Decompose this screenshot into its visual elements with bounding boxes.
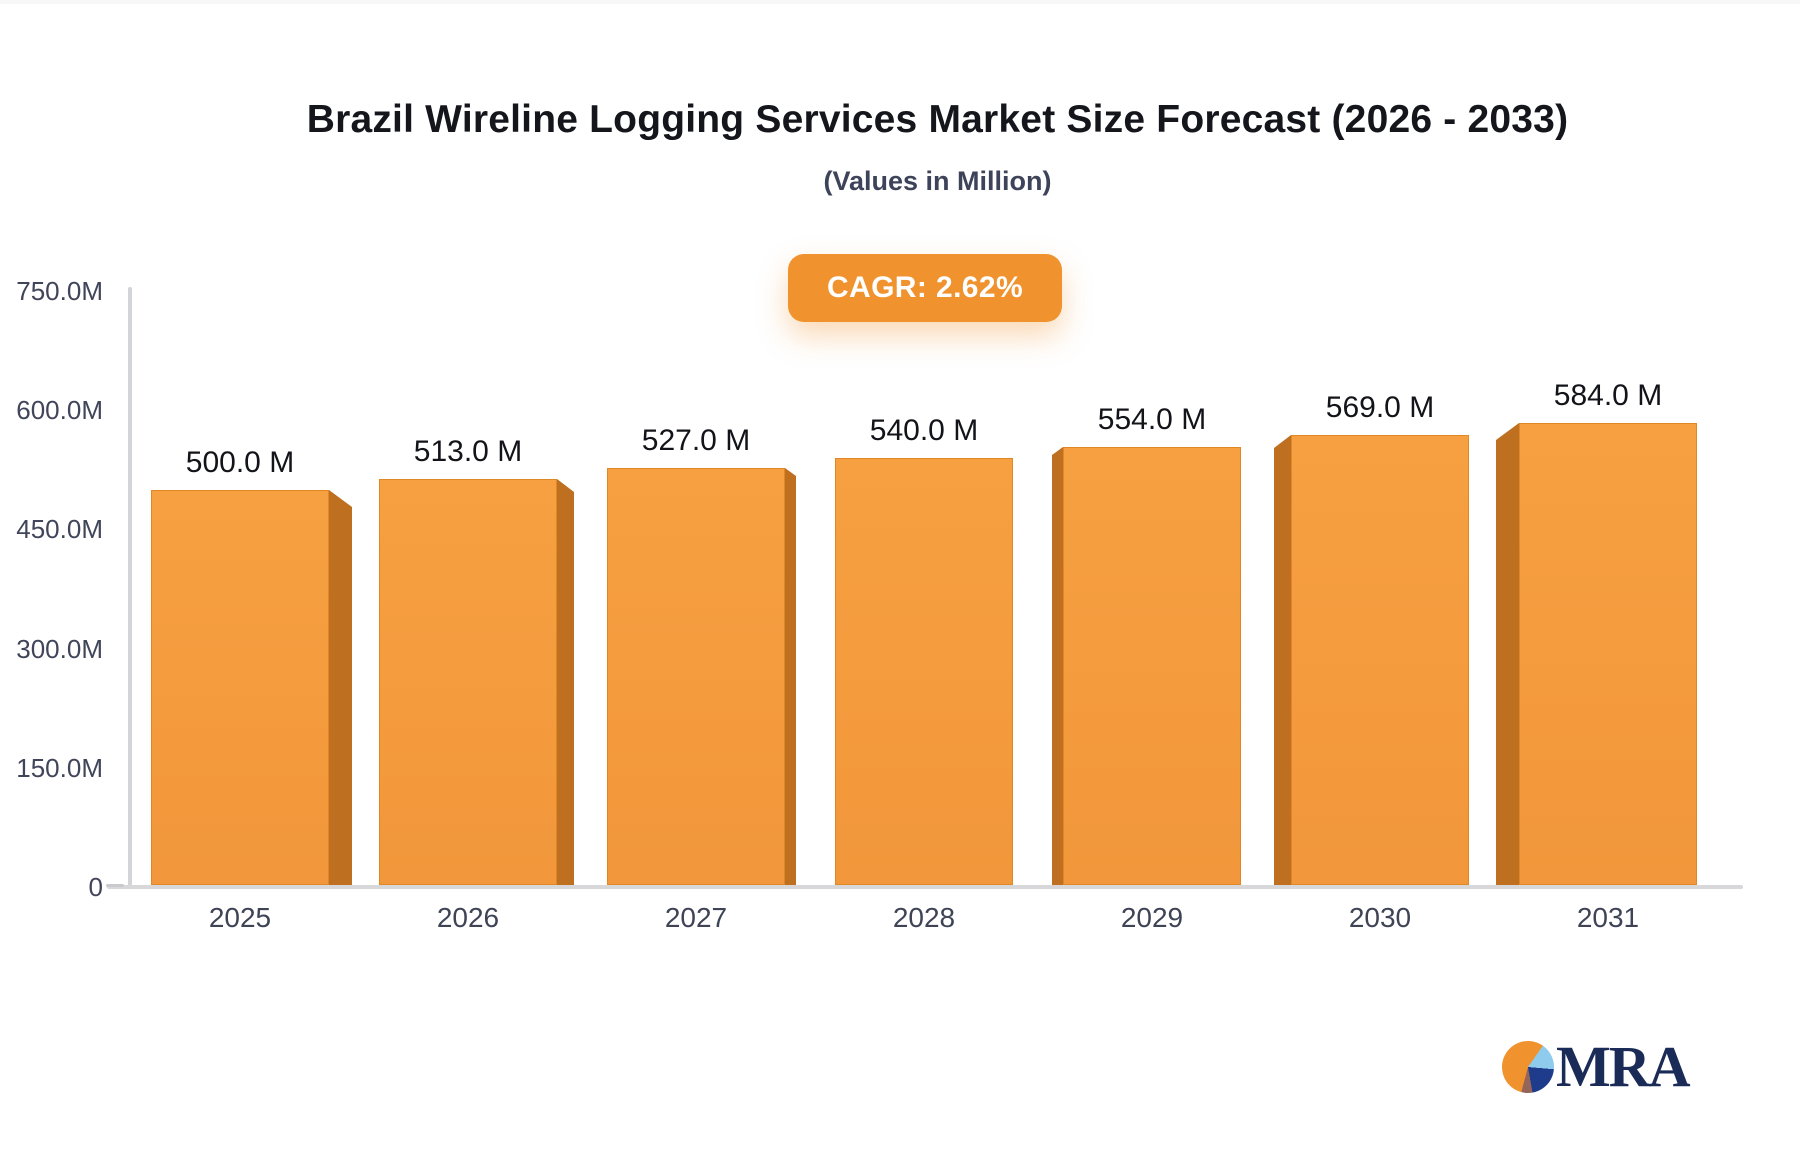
bar-value-label: 500.0 M — [185, 446, 295, 479]
x-axis-tick-label: 2028 — [892, 902, 956, 933]
bar-value-label: 554.0 M — [1097, 403, 1207, 436]
x-axis-tick-label: 2030 — [1348, 902, 1412, 933]
bar-value-label: 527.0 M — [641, 424, 751, 457]
x-axis-tick-label: 2025 — [208, 902, 272, 933]
y-axis-tick-label: 450.0M — [16, 514, 103, 544]
bar-value-label: 584.0 M — [1553, 379, 1663, 412]
x-axis-baseline — [107, 885, 1743, 889]
bar-2029 — [1063, 447, 1241, 885]
y-axis-tick-label: 150.0M — [16, 753, 103, 783]
bar-2027 — [607, 468, 785, 885]
bar-2030 — [1291, 435, 1469, 885]
y-axis-tick-label: 750.0M — [16, 276, 103, 306]
bar-3d-side — [1274, 435, 1291, 885]
top-edge-strip — [0, 0, 1800, 4]
y-axis-tick-label: 0 — [88, 872, 103, 902]
bar-3d-side — [1052, 447, 1063, 885]
x-axis-tick-label: 2029 — [1120, 902, 1184, 933]
bar-value-label: 513.0 M — [413, 435, 523, 468]
y-axis-tick-label: 600.0M — [16, 395, 103, 425]
bar-2031 — [1519, 423, 1697, 885]
y-axis-line — [128, 287, 132, 887]
bar-3d-side — [329, 490, 352, 885]
bar-2025 — [151, 490, 329, 885]
chart-title: Brazil Wireline Logging Services Market … — [306, 98, 1569, 141]
bar-3d-side — [1496, 423, 1519, 885]
cagr-badge: CAGR: 2.62% — [788, 254, 1062, 322]
x-axis-tick-label: 2031 — [1576, 902, 1640, 933]
zero-tick-mark — [106, 884, 124, 887]
pie-chart-logo-icon — [1502, 1041, 1554, 1093]
bar-2026 — [379, 479, 557, 885]
bar-value-label: 540.0 M — [869, 414, 979, 447]
x-axis-tick-label: 2026 — [436, 902, 500, 933]
chart-subtitle: (Values in Million) — [823, 166, 1052, 196]
x-axis-tick-label: 2027 — [664, 902, 728, 933]
bar-3d-side — [785, 468, 796, 885]
y-axis-tick-label: 300.0M — [16, 634, 103, 664]
logo-text: MRA — [1556, 1034, 1691, 1099]
mra-logo: MRA — [1502, 1034, 1691, 1099]
bar-value-label: 569.0 M — [1325, 391, 1435, 424]
bar-3d-side — [557, 479, 574, 885]
bar-2028 — [835, 458, 1013, 885]
